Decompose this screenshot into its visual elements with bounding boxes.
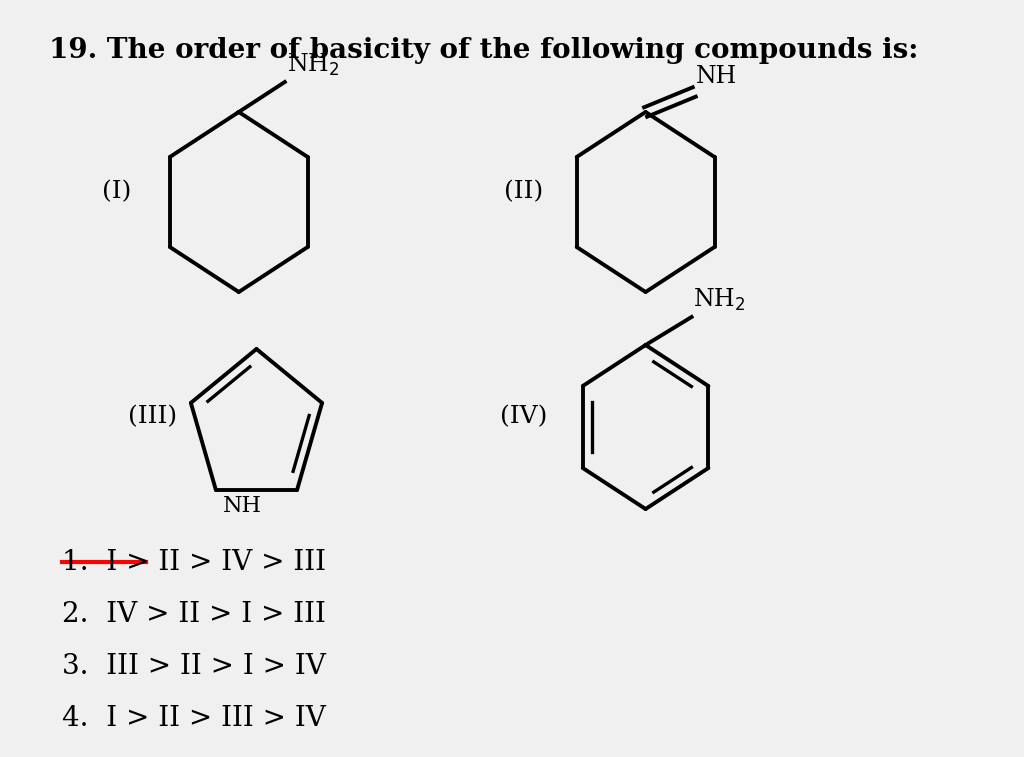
Text: (II): (II)	[504, 180, 544, 204]
Text: (I): (I)	[101, 180, 131, 204]
Text: 3.  III > II > I > IV: 3. III > II > I > IV	[61, 653, 326, 680]
Text: 1.  I > II > IV > III: 1. I > II > IV > III	[61, 549, 326, 575]
Text: NH: NH	[696, 65, 737, 88]
Text: 4.  I > II > III > IV: 4. I > II > III > IV	[61, 705, 326, 731]
Text: NH$_2$: NH$_2$	[693, 287, 745, 313]
Text: (IV): (IV)	[500, 406, 547, 428]
Text: NH: NH	[223, 495, 262, 517]
Text: 19. The order of basicity of the following compounds is:: 19. The order of basicity of the followi…	[49, 37, 918, 64]
Text: 2.  IV > II > I > III: 2. IV > II > I > III	[61, 600, 326, 628]
Text: NH$_2$: NH$_2$	[287, 51, 339, 78]
Text: (III): (III)	[128, 406, 177, 428]
